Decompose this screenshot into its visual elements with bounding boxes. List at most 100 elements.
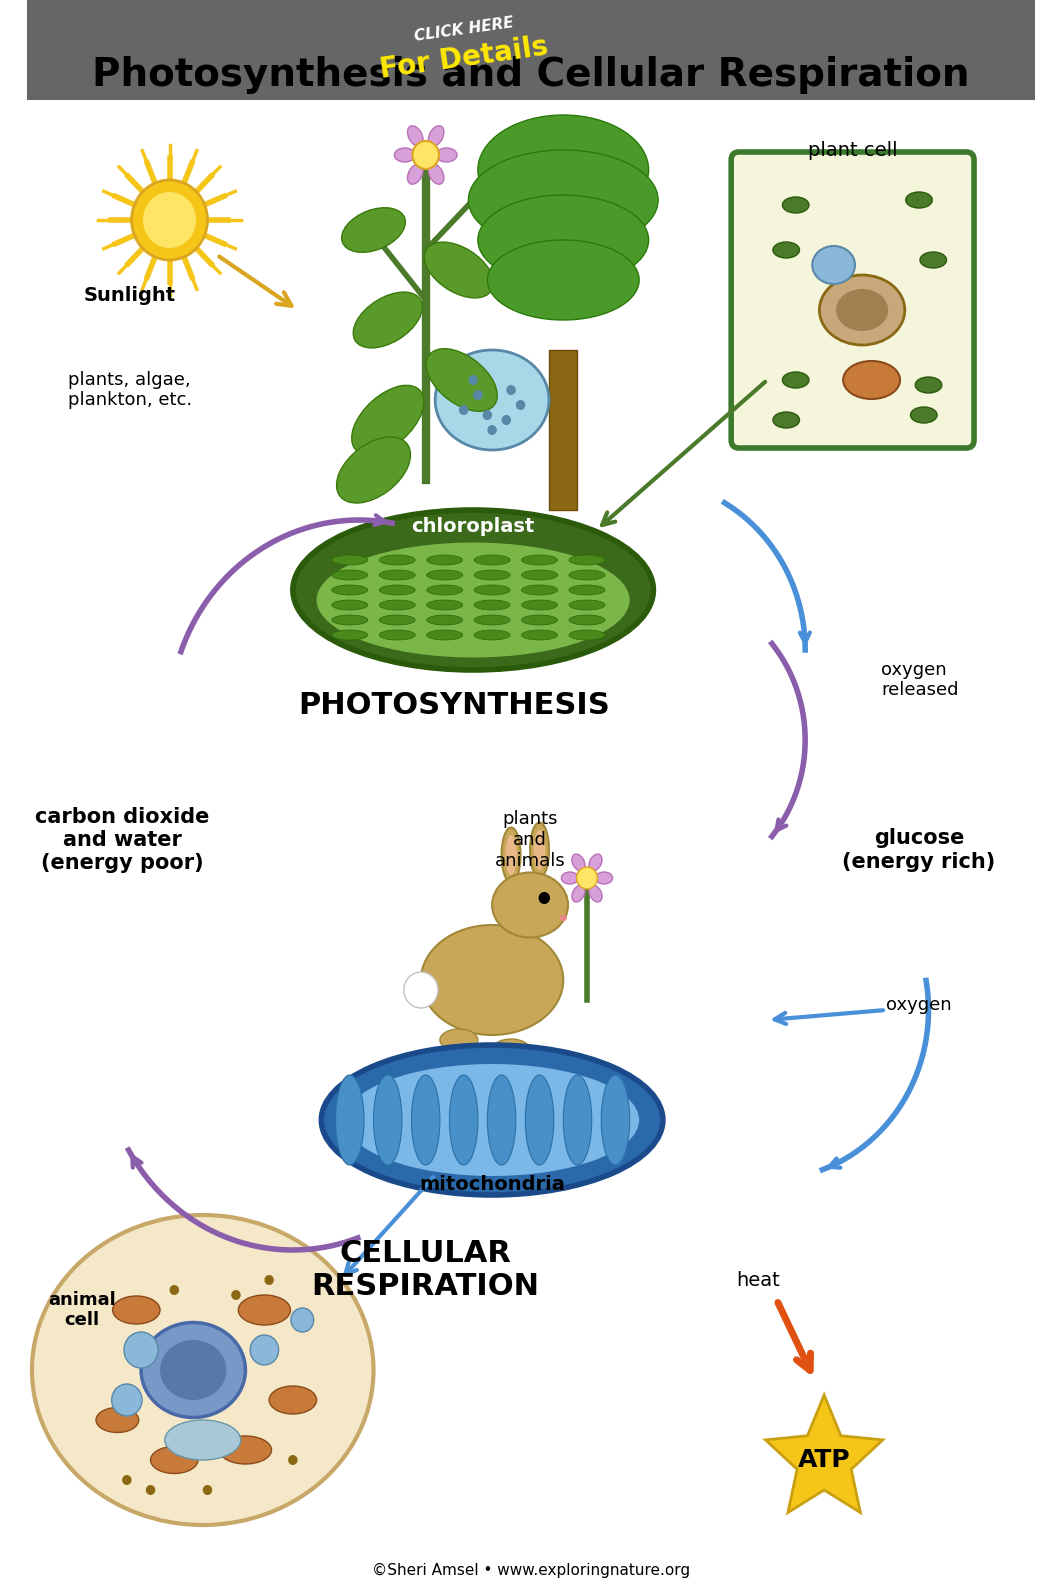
Ellipse shape [773,412,800,428]
Ellipse shape [141,1323,245,1418]
Ellipse shape [521,630,558,641]
Circle shape [143,192,196,248]
Text: PHOTOSYNTHESIS: PHOTOSYNTHESIS [298,690,610,720]
Ellipse shape [331,585,367,595]
Ellipse shape [478,114,649,226]
Ellipse shape [521,569,558,580]
Ellipse shape [435,350,549,450]
Text: plant cell: plant cell [808,140,897,159]
FancyBboxPatch shape [549,350,578,510]
Text: glucose
(energy rich): glucose (energy rich) [842,828,996,871]
Ellipse shape [342,208,406,253]
Text: Sunlight: Sunlight [84,286,175,305]
Ellipse shape [569,585,605,595]
Text: oxygen: oxygen [886,995,952,1014]
Ellipse shape [487,240,639,320]
Circle shape [412,142,439,169]
Ellipse shape [569,630,605,641]
Ellipse shape [427,569,463,580]
Ellipse shape [331,615,367,625]
Circle shape [122,1476,132,1485]
Ellipse shape [569,599,605,611]
Ellipse shape [474,615,510,625]
Ellipse shape [534,830,545,870]
Ellipse shape [408,126,423,146]
Ellipse shape [521,615,558,625]
Text: For Details: For Details [378,32,550,84]
Circle shape [516,401,526,410]
Ellipse shape [521,555,558,564]
Ellipse shape [474,555,510,564]
Ellipse shape [331,599,367,611]
Text: plants, algae,
plankton, etc.: plants, algae, plankton, etc. [68,370,192,409]
Ellipse shape [530,822,549,878]
Ellipse shape [379,569,415,580]
Ellipse shape [269,1386,316,1414]
Ellipse shape [379,599,415,611]
Ellipse shape [337,437,411,502]
Ellipse shape [238,1294,291,1324]
Text: Photosynthesis and Cellular Respiration: Photosynthesis and Cellular Respiration [92,56,970,94]
Ellipse shape [920,251,946,269]
Ellipse shape [521,585,558,595]
Ellipse shape [151,1447,198,1474]
Text: CLICK HERE: CLICK HERE [413,16,514,45]
Ellipse shape [492,873,568,938]
Text: mitochondria: mitochondria [419,1175,565,1194]
Circle shape [501,415,511,425]
Ellipse shape [569,555,605,564]
Ellipse shape [427,585,463,595]
Circle shape [264,1275,274,1285]
Ellipse shape [394,148,415,162]
Ellipse shape [220,1436,272,1464]
Circle shape [112,1383,142,1417]
Ellipse shape [773,242,800,258]
Ellipse shape [478,196,649,285]
Ellipse shape [563,1075,592,1165]
Text: heat: heat [736,1270,780,1289]
Ellipse shape [449,1075,478,1165]
Ellipse shape [293,510,653,669]
Polygon shape [766,1394,883,1512]
Circle shape [577,867,598,889]
Text: animal
cell: animal cell [49,1291,116,1329]
Circle shape [145,1485,155,1495]
Ellipse shape [562,871,579,884]
Ellipse shape [354,293,423,348]
Circle shape [124,1332,158,1367]
Ellipse shape [352,385,424,455]
Text: ATP: ATP [798,1448,851,1472]
Ellipse shape [569,615,605,625]
Ellipse shape [32,1215,374,1525]
Ellipse shape [783,372,809,388]
Ellipse shape [501,827,520,882]
Ellipse shape [820,275,905,345]
Ellipse shape [428,126,444,146]
Text: oxygen
released: oxygen released [881,660,959,700]
Circle shape [291,1309,313,1332]
Ellipse shape [487,1075,516,1165]
Ellipse shape [812,246,855,285]
Ellipse shape [427,555,463,564]
Ellipse shape [421,925,563,1035]
Ellipse shape [316,542,630,658]
Ellipse shape [526,1075,553,1165]
Text: chloroplast: chloroplast [411,517,535,536]
FancyBboxPatch shape [731,153,974,448]
Ellipse shape [379,555,415,564]
Circle shape [459,405,468,415]
Ellipse shape [165,1420,241,1460]
Ellipse shape [474,569,510,580]
Circle shape [404,971,438,1008]
FancyBboxPatch shape [28,0,1034,100]
Circle shape [474,390,482,401]
Ellipse shape [569,569,605,580]
Circle shape [203,1485,212,1495]
Circle shape [507,385,516,394]
Circle shape [232,1289,241,1301]
Circle shape [538,892,550,905]
Circle shape [482,410,492,420]
Ellipse shape [425,242,494,297]
Ellipse shape [910,407,937,423]
Ellipse shape [427,630,463,641]
